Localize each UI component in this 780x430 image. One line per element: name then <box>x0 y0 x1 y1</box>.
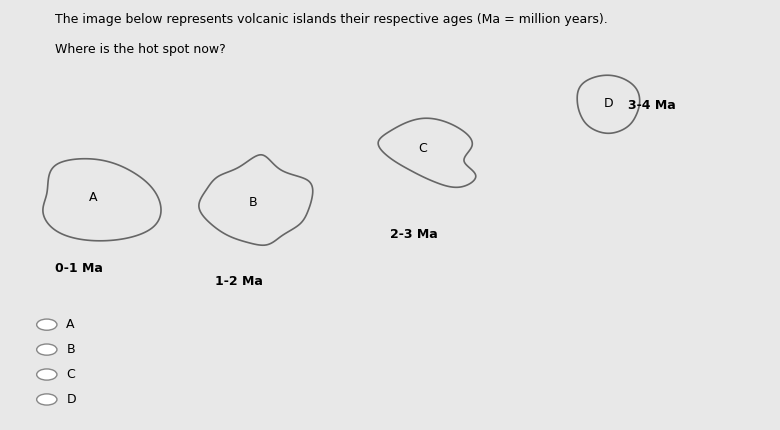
Text: D: D <box>66 393 76 406</box>
Polygon shape <box>199 155 313 245</box>
Text: 3-4 Ma: 3-4 Ma <box>628 99 675 112</box>
Text: D: D <box>604 97 613 110</box>
Text: A: A <box>66 318 75 331</box>
Polygon shape <box>43 159 161 241</box>
Text: Where is the hot spot now?: Where is the hot spot now? <box>55 43 225 56</box>
Text: C: C <box>418 142 427 155</box>
Polygon shape <box>378 118 476 187</box>
Circle shape <box>37 369 57 380</box>
Polygon shape <box>577 75 640 133</box>
Text: B: B <box>66 343 75 356</box>
Text: C: C <box>66 368 75 381</box>
Text: The image below represents volcanic islands their respective ages (Ma = million : The image below represents volcanic isla… <box>55 13 608 26</box>
Text: A: A <box>90 191 98 204</box>
Text: 2-3 Ma: 2-3 Ma <box>390 228 438 241</box>
Text: 0-1 Ma: 0-1 Ma <box>55 262 102 275</box>
Circle shape <box>37 394 57 405</box>
Text: B: B <box>249 196 258 209</box>
Text: 1-2 Ma: 1-2 Ma <box>215 275 262 288</box>
Circle shape <box>37 344 57 355</box>
Circle shape <box>37 319 57 330</box>
